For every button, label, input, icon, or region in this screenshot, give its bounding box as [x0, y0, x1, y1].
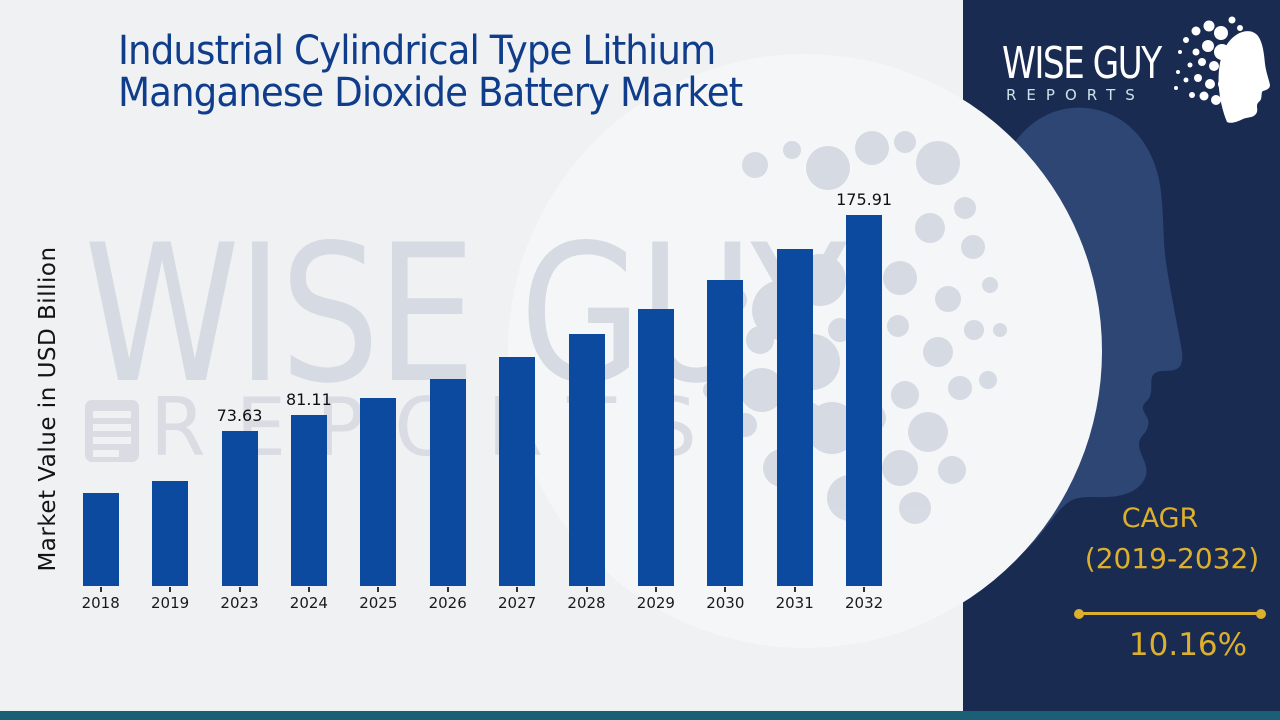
- cagr-line-left-dot: [1074, 608, 1084, 619]
- logo-reports: REPORTS: [1006, 86, 1145, 104]
- x-tick-label-2019: 2019: [151, 594, 190, 612]
- x-tick-2029: [654, 587, 657, 592]
- bottom-accent-bar: [0, 711, 1280, 720]
- x-tick-label-2023: 2023: [220, 594, 259, 612]
- x-tick-2028: [585, 587, 588, 592]
- cagr-heading: CAGR: [1121, 503, 1199, 534]
- bar-2029: [637, 309, 674, 586]
- x-tick-2024: [307, 587, 310, 592]
- bar-2031: [776, 249, 813, 586]
- value-label-2024: 81.11: [285, 390, 332, 409]
- value-label-2032: 175.91: [836, 190, 893, 209]
- logo-wordmark: WISE GUY: [1002, 38, 1162, 89]
- x-tick-label-2027: 2027: [498, 594, 537, 612]
- bar-2030: [707, 280, 744, 586]
- bar-2018: [82, 493, 119, 586]
- bar-2032: [846, 215, 883, 586]
- x-tick-label-2032: 2032: [845, 594, 884, 612]
- cagr-divider-line: [1074, 608, 1266, 619]
- bar-2028: [568, 334, 605, 586]
- x-tick-label-2028: 2028: [567, 594, 606, 612]
- x-tick-2023: [238, 587, 241, 592]
- chart-title-line1: Industrial Cylindrical Type Lithium: [118, 28, 716, 74]
- cagr-value: 10.16%: [1128, 627, 1248, 663]
- bar-2027: [499, 357, 536, 586]
- cagr-range: (2019-2032): [1084, 542, 1260, 575]
- x-tick-label-2029: 2029: [636, 594, 675, 612]
- x-tick-2031: [793, 587, 796, 592]
- report-icon: [85, 400, 139, 462]
- x-tick-label-2025: 2025: [359, 594, 398, 612]
- bar-2025: [360, 398, 397, 586]
- x-tick-label-2018: 2018: [81, 594, 120, 612]
- dots-pattern: [703, 131, 1007, 524]
- x-tick-2019: [169, 587, 172, 592]
- value-label-2023: 73.63: [216, 406, 263, 425]
- x-tick-2018: [99, 587, 102, 592]
- bar-2023: [221, 431, 258, 586]
- x-tick-label-2024: 2024: [289, 594, 328, 612]
- cagr-line-right-dot: [1256, 608, 1266, 619]
- bar-2024: [290, 415, 327, 586]
- chart-title-line2: Manganese Dioxide Battery Market: [118, 70, 743, 116]
- bar-2026: [429, 379, 466, 586]
- x-tick-2025: [377, 587, 380, 592]
- x-tick-label-2031: 2031: [775, 594, 814, 612]
- chart-title: Industrial Cylindrical Type Lithium Mang…: [118, 28, 743, 116]
- x-tick-label-2030: 2030: [706, 594, 745, 612]
- bar-2019: [152, 481, 189, 586]
- y-axis-label: Market Value in USD Billion: [35, 246, 61, 572]
- x-tick-2026: [446, 587, 449, 592]
- x-tick-2027: [516, 587, 519, 592]
- x-tick-2030: [724, 587, 727, 592]
- x-tick-2032: [863, 587, 866, 592]
- logo-face-icon: [1174, 16, 1270, 123]
- x-tick-label-2026: 2026: [428, 594, 467, 612]
